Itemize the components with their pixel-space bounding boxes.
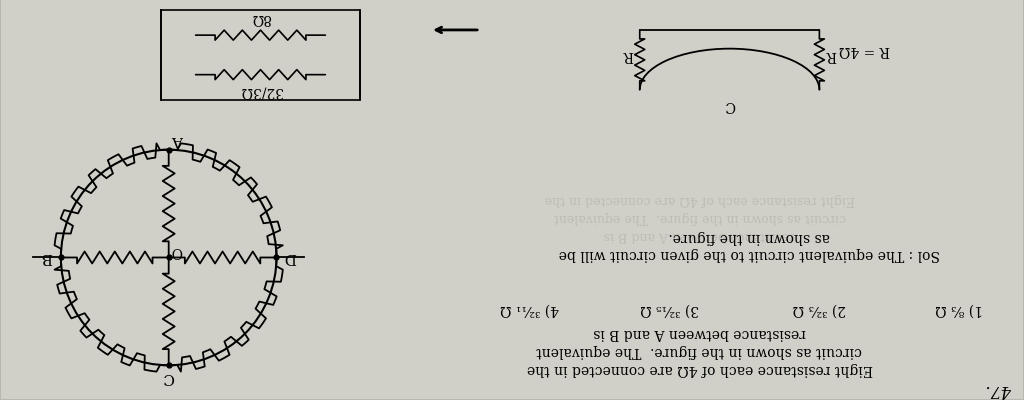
Text: 2) ³²⁄₃ Ω: 2) ³²⁄₃ Ω [793, 302, 846, 316]
Text: resistance between A and B is: resistance between A and B is [593, 326, 806, 340]
Text: D: D [285, 250, 297, 264]
Text: Sol : The equivalent circuit to the given circuit will be: Sol : The equivalent circuit to the give… [559, 248, 940, 262]
Text: 3) ³²⁄₁₅ Ω: 3) ³²⁄₁₅ Ω [640, 302, 699, 316]
Text: R = 4Ω: R = 4Ω [839, 43, 890, 57]
Text: as shown in the figure.: as shown in the figure. [669, 230, 830, 244]
Text: A: A [173, 133, 184, 147]
Text: circuit as shown in the figure.  The equivalent: circuit as shown in the figure. The equi… [554, 211, 846, 224]
Text: R: R [623, 48, 633, 62]
Text: circuit as shown in the figure.  The equivalent: circuit as shown in the figure. The equi… [537, 344, 862, 358]
Text: Eight resistance each of 4Ω are connected in the: Eight resistance each of 4Ω are connecte… [526, 362, 872, 376]
Text: 47.: 47. [986, 381, 1013, 398]
Text: 32/3Ω: 32/3Ω [240, 85, 282, 99]
Text: 4) ³²⁄₁₁ Ω: 4) ³²⁄₁₁ Ω [501, 302, 559, 316]
Text: 8Ω: 8Ω [251, 11, 270, 25]
Text: C: C [724, 98, 735, 112]
Text: B: B [41, 250, 52, 264]
Text: O: O [171, 244, 182, 258]
Text: C: C [163, 370, 174, 384]
Text: 1) ⁸⁄₃ Ω: 1) ⁸⁄₃ Ω [935, 302, 983, 316]
Text: R: R [826, 48, 837, 62]
Text: Eight resistance each of 4Ω are connected in the: Eight resistance each of 4Ω are connecte… [545, 193, 855, 206]
Text: resistance between A and B is: resistance between A and B is [604, 229, 796, 242]
